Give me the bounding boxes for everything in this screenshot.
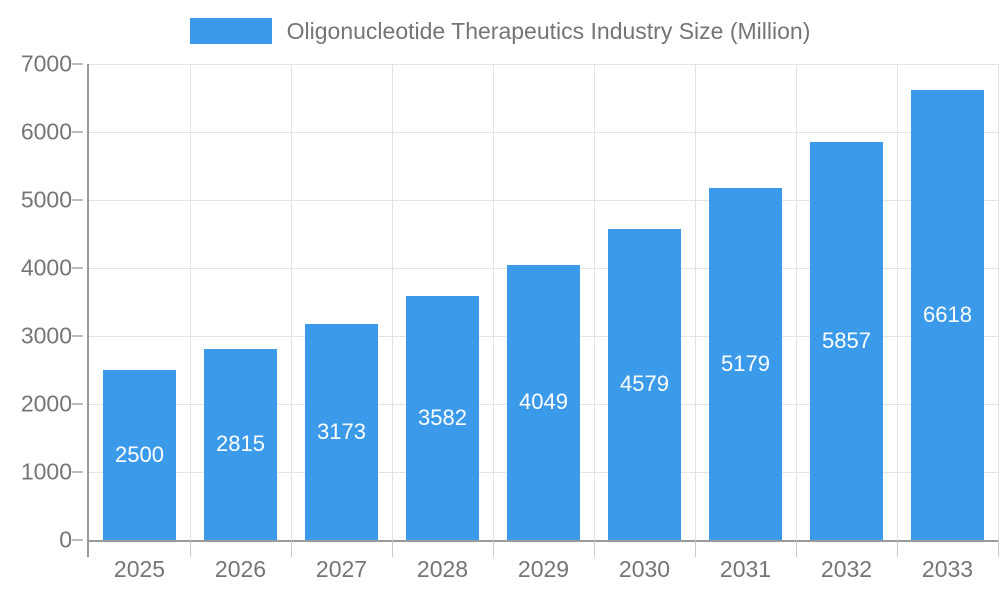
x-axis-category-label: 2025 — [113, 556, 166, 582]
bar-2032[interactable]: 5857 — [810, 141, 883, 540]
bar-value-label: 2500 — [115, 442, 164, 467]
plot-area: 0 1000 2000 3000 4000 5000 6000 7000 2500 2025 281… — [21, 52, 999, 581]
y-axis-tick — [72, 267, 83, 269]
x-axis-category-label: 2032 — [820, 556, 873, 582]
x-gridline — [896, 64, 898, 540]
x-axis-tick — [896, 540, 898, 557]
bar-value-label: 3582 — [418, 405, 467, 431]
y-gridline — [89, 63, 998, 65]
x-gridline — [492, 64, 494, 540]
x-gridline — [795, 64, 797, 540]
x-axis-category-label: 2030 — [618, 556, 671, 582]
bar-2027[interactable]: 3173 — [305, 324, 378, 540]
bar-value-label: 3173 — [317, 419, 366, 445]
y-axis-tick — [72, 403, 83, 405]
x-axis-category-label: 2031 — [719, 556, 772, 582]
x-axis-tick — [997, 540, 999, 557]
bar-2033[interactable]: 6618 — [911, 89, 984, 540]
bar-2031[interactable]: 5179 — [709, 187, 782, 540]
y-axis-tick — [72, 199, 83, 201]
y-axis-tick-label: 5000 — [20, 186, 72, 213]
legend-item[interactable]: Oligonucleotide Therapeutics Industry Si… — [0, 14, 1000, 48]
x-axis-category-label: 2028 — [416, 556, 469, 582]
legend-label: Oligonucleotide Therapeutics Industry Si… — [286, 17, 811, 44]
x-gridline — [290, 64, 292, 540]
x-axis-tick — [795, 540, 797, 557]
y-axis-tick — [72, 471, 83, 473]
bar-2028[interactable]: 3582 — [406, 296, 479, 540]
x-axis-tick — [290, 540, 292, 557]
bar-value-label: 5857 — [822, 327, 871, 353]
y-axis-tick-label: 6000 — [20, 118, 72, 145]
x-axis-category-label: 2033 — [921, 556, 974, 582]
y-axis-tick — [72, 131, 83, 133]
y-axis-tick — [72, 63, 83, 65]
x-gridline — [997, 64, 999, 540]
bar-2026[interactable]: 2815 — [204, 348, 277, 540]
x-axis-tick — [492, 540, 494, 557]
y-gridline — [89, 131, 998, 133]
x-axis-tick — [391, 540, 393, 557]
x-axis-tick — [593, 540, 595, 557]
bar-2030[interactable]: 4579 — [608, 228, 681, 540]
y-gridline — [89, 199, 998, 201]
x-axis-tick axis-stub — [87, 540, 89, 557]
legend-swatch — [189, 18, 272, 44]
y-axis-tick-label: 1000 — [20, 458, 72, 485]
y-axis-tick-label: 2000 — [20, 390, 72, 417]
x-gridline — [189, 64, 191, 540]
x-axis-tick — [189, 540, 191, 557]
x-gridline — [593, 64, 595, 540]
bar-value-label: 2815 — [216, 431, 265, 457]
bar-value-label: 4579 — [620, 371, 669, 397]
bar-2025[interactable]: 2500 — [103, 370, 176, 540]
y-axis-tick — [72, 335, 83, 337]
bar-2029[interactable]: 4049 — [507, 264, 580, 540]
bar-value-label: 6618 — [923, 301, 972, 327]
x-gridline — [391, 64, 393, 540]
y-axis-tick-label: 0 — [59, 526, 72, 553]
bar-value-label: 5179 — [721, 350, 770, 376]
x-axis-tick — [694, 540, 696, 557]
x-axis-category-label: 2027 — [315, 556, 368, 582]
x-axis-category-label: 2029 — [517, 556, 570, 582]
y-axis-tick-label: 3000 — [20, 322, 72, 349]
x-gridline — [694, 64, 696, 540]
x-axis-category-label: 2026 — [214, 556, 267, 582]
y-axis-tick-label: 4000 — [20, 254, 72, 281]
y-axis-tick — [72, 539, 83, 541]
bar-value-label: 4049 — [519, 389, 568, 415]
y-axis-tick-label: 7000 — [20, 50, 72, 77]
